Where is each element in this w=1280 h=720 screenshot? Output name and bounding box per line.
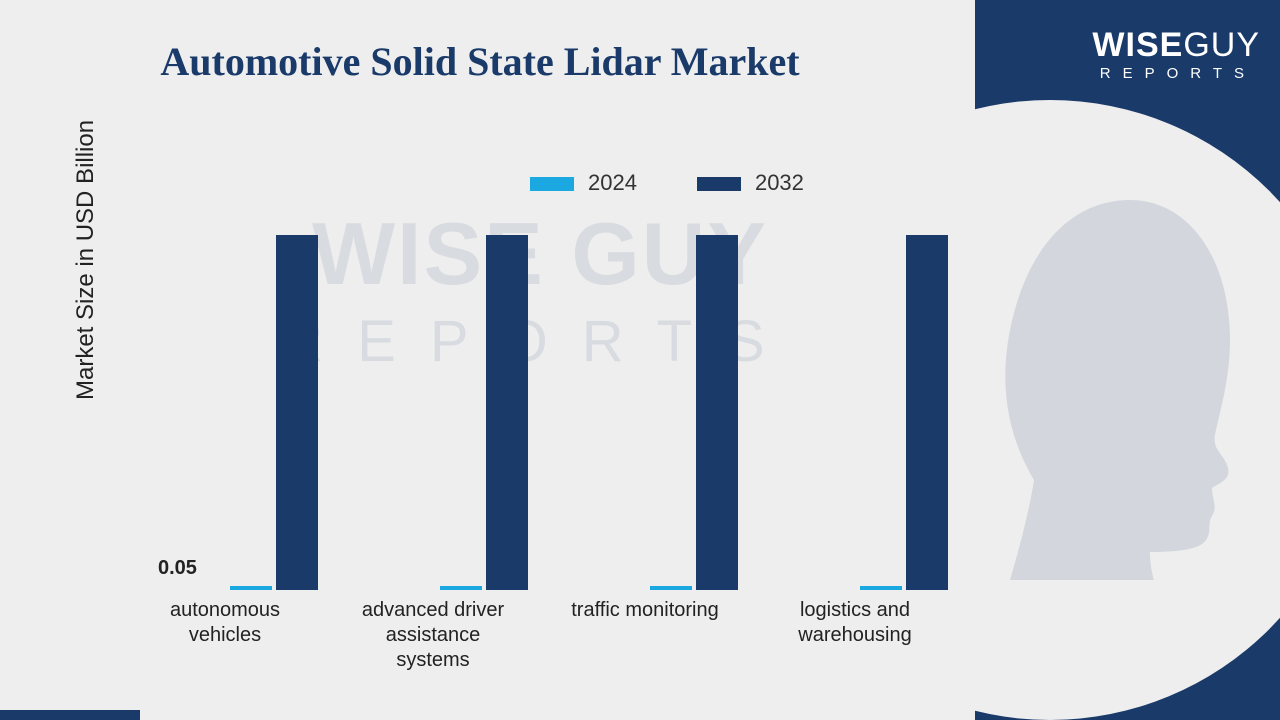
legend-label-2032: 2032 xyxy=(755,170,804,195)
bar-2032-0 xyxy=(276,235,318,590)
legend-swatch-2024 xyxy=(530,177,574,191)
legend-label-2024: 2024 xyxy=(588,170,637,195)
xtick-2: traffic monitoring xyxy=(560,598,730,623)
chart-title: Automotive Solid State Lidar Market xyxy=(0,38,960,85)
xtick-0: autonomous vehicles xyxy=(140,598,310,648)
logo-text-2: REPORTS xyxy=(1092,66,1260,81)
legend-swatch-2032 xyxy=(697,177,741,191)
logo-text-1a: WISE xyxy=(1092,26,1183,64)
legend-item-2032: 2032 xyxy=(697,170,804,196)
bar-2032-1 xyxy=(486,235,528,590)
bar-2032-3 xyxy=(906,235,948,590)
bar-2024-3 xyxy=(860,586,902,590)
bar-2024-1 xyxy=(440,586,482,590)
bottom-accent-bar xyxy=(0,710,140,720)
brand-logo: WISEGUY REPORTS xyxy=(1092,28,1260,81)
bar-2032-2 xyxy=(696,235,738,590)
y-axis-label: Market Size in USD Billion xyxy=(72,120,100,400)
xtick-1: advanced driver assistance systems xyxy=(348,598,518,673)
bar-2024-2 xyxy=(650,586,692,590)
legend-item-2024: 2024 xyxy=(530,170,637,196)
bar-2024-0 xyxy=(230,586,272,590)
legend: 2024 2032 xyxy=(530,170,804,196)
page: WISEGUY REPORTS WISE GUY REPORTS Automot… xyxy=(0,0,1280,720)
logo-text-1b: GUY xyxy=(1183,26,1260,64)
xtick-3: logistics and warehousing xyxy=(770,598,940,648)
plot-area xyxy=(160,220,990,590)
